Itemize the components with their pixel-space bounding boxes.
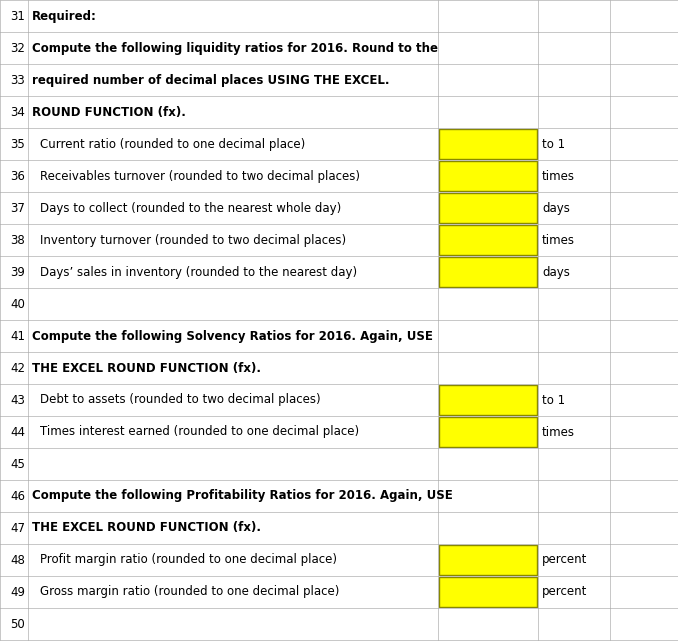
Bar bbox=[0, 96, 678, 128]
Text: required number of decimal places USING THE EXCEL.: required number of decimal places USING … bbox=[32, 73, 389, 86]
Text: times: times bbox=[542, 234, 575, 247]
Bar bbox=[439, 577, 537, 607]
Bar bbox=[0, 480, 678, 512]
Bar bbox=[439, 385, 537, 415]
Bar bbox=[0, 64, 678, 96]
Text: 47: 47 bbox=[10, 522, 25, 535]
Text: 35: 35 bbox=[10, 138, 25, 151]
Text: 49: 49 bbox=[10, 585, 25, 598]
Text: 45: 45 bbox=[10, 457, 25, 471]
Bar bbox=[0, 192, 678, 224]
Text: 31: 31 bbox=[10, 10, 25, 23]
Bar bbox=[439, 417, 537, 447]
Bar bbox=[439, 193, 537, 223]
Bar bbox=[439, 161, 537, 191]
Bar bbox=[0, 128, 678, 160]
Text: Debt to assets (rounded to two decimal places): Debt to assets (rounded to two decimal p… bbox=[40, 393, 321, 406]
Bar bbox=[0, 416, 678, 448]
Text: Inventory turnover (rounded to two decimal places): Inventory turnover (rounded to two decim… bbox=[40, 234, 346, 247]
Bar bbox=[0, 352, 678, 384]
Text: 41: 41 bbox=[10, 330, 25, 343]
Text: 40: 40 bbox=[10, 298, 25, 310]
Text: Compute the following liquidity ratios for 2016. Round to the: Compute the following liquidity ratios f… bbox=[32, 41, 438, 55]
Text: days: days bbox=[542, 265, 570, 278]
Text: Gross margin ratio (rounded to one decimal place): Gross margin ratio (rounded to one decim… bbox=[40, 585, 340, 598]
Text: Profit margin ratio (rounded to one decimal place): Profit margin ratio (rounded to one deci… bbox=[40, 553, 337, 567]
Text: 50: 50 bbox=[10, 618, 25, 630]
Text: 43: 43 bbox=[10, 393, 25, 406]
Text: times: times bbox=[542, 169, 575, 182]
Text: 48: 48 bbox=[10, 553, 25, 567]
Bar bbox=[439, 225, 537, 255]
Bar bbox=[439, 257, 537, 287]
Text: Required:: Required: bbox=[32, 10, 97, 23]
Text: 46: 46 bbox=[10, 489, 25, 502]
Bar bbox=[0, 512, 678, 544]
Text: 34: 34 bbox=[10, 106, 25, 118]
Text: THE EXCEL ROUND FUNCTION (fx).: THE EXCEL ROUND FUNCTION (fx). bbox=[32, 522, 261, 535]
Text: 36: 36 bbox=[10, 169, 25, 182]
Bar bbox=[0, 256, 678, 288]
Bar bbox=[0, 288, 678, 320]
Bar bbox=[0, 384, 678, 416]
Text: to 1: to 1 bbox=[542, 393, 565, 406]
Bar bbox=[0, 448, 678, 480]
Bar bbox=[0, 576, 678, 608]
Bar bbox=[0, 160, 678, 192]
Text: Receivables turnover (rounded to two decimal places): Receivables turnover (rounded to two dec… bbox=[40, 169, 360, 182]
Text: times: times bbox=[542, 426, 575, 439]
Text: Current ratio (rounded to one decimal place): Current ratio (rounded to one decimal pl… bbox=[40, 138, 305, 151]
Text: percent: percent bbox=[542, 553, 587, 567]
Text: 38: 38 bbox=[10, 234, 25, 247]
Text: 32: 32 bbox=[10, 41, 25, 55]
Text: to 1: to 1 bbox=[542, 138, 565, 151]
Text: 42: 42 bbox=[10, 361, 25, 375]
Bar bbox=[0, 0, 678, 32]
Text: days: days bbox=[542, 202, 570, 214]
Text: Days to collect (rounded to the nearest whole day): Days to collect (rounded to the nearest … bbox=[40, 202, 341, 214]
Bar bbox=[439, 129, 537, 159]
Text: 39: 39 bbox=[10, 265, 25, 278]
Text: THE EXCEL ROUND FUNCTION (fx).: THE EXCEL ROUND FUNCTION (fx). bbox=[32, 361, 261, 375]
Bar bbox=[0, 544, 678, 576]
Text: Days’ sales in inventory (rounded to the nearest day): Days’ sales in inventory (rounded to the… bbox=[40, 265, 357, 278]
Text: Compute the following Profitability Ratios for 2016. Again, USE: Compute the following Profitability Rati… bbox=[32, 489, 453, 502]
Bar bbox=[0, 320, 678, 352]
Text: Compute the following Solvency Ratios for 2016. Again, USE: Compute the following Solvency Ratios fo… bbox=[32, 330, 433, 343]
Text: Times interest earned (rounded to one decimal place): Times interest earned (rounded to one de… bbox=[40, 426, 359, 439]
Text: 37: 37 bbox=[10, 202, 25, 214]
Text: percent: percent bbox=[542, 585, 587, 598]
Bar bbox=[0, 32, 678, 64]
Bar bbox=[0, 608, 678, 640]
Bar bbox=[0, 224, 678, 256]
Text: ROUND FUNCTION (fx).: ROUND FUNCTION (fx). bbox=[32, 106, 186, 118]
Bar bbox=[439, 545, 537, 575]
Text: 33: 33 bbox=[10, 73, 25, 86]
Text: 44: 44 bbox=[10, 426, 25, 439]
